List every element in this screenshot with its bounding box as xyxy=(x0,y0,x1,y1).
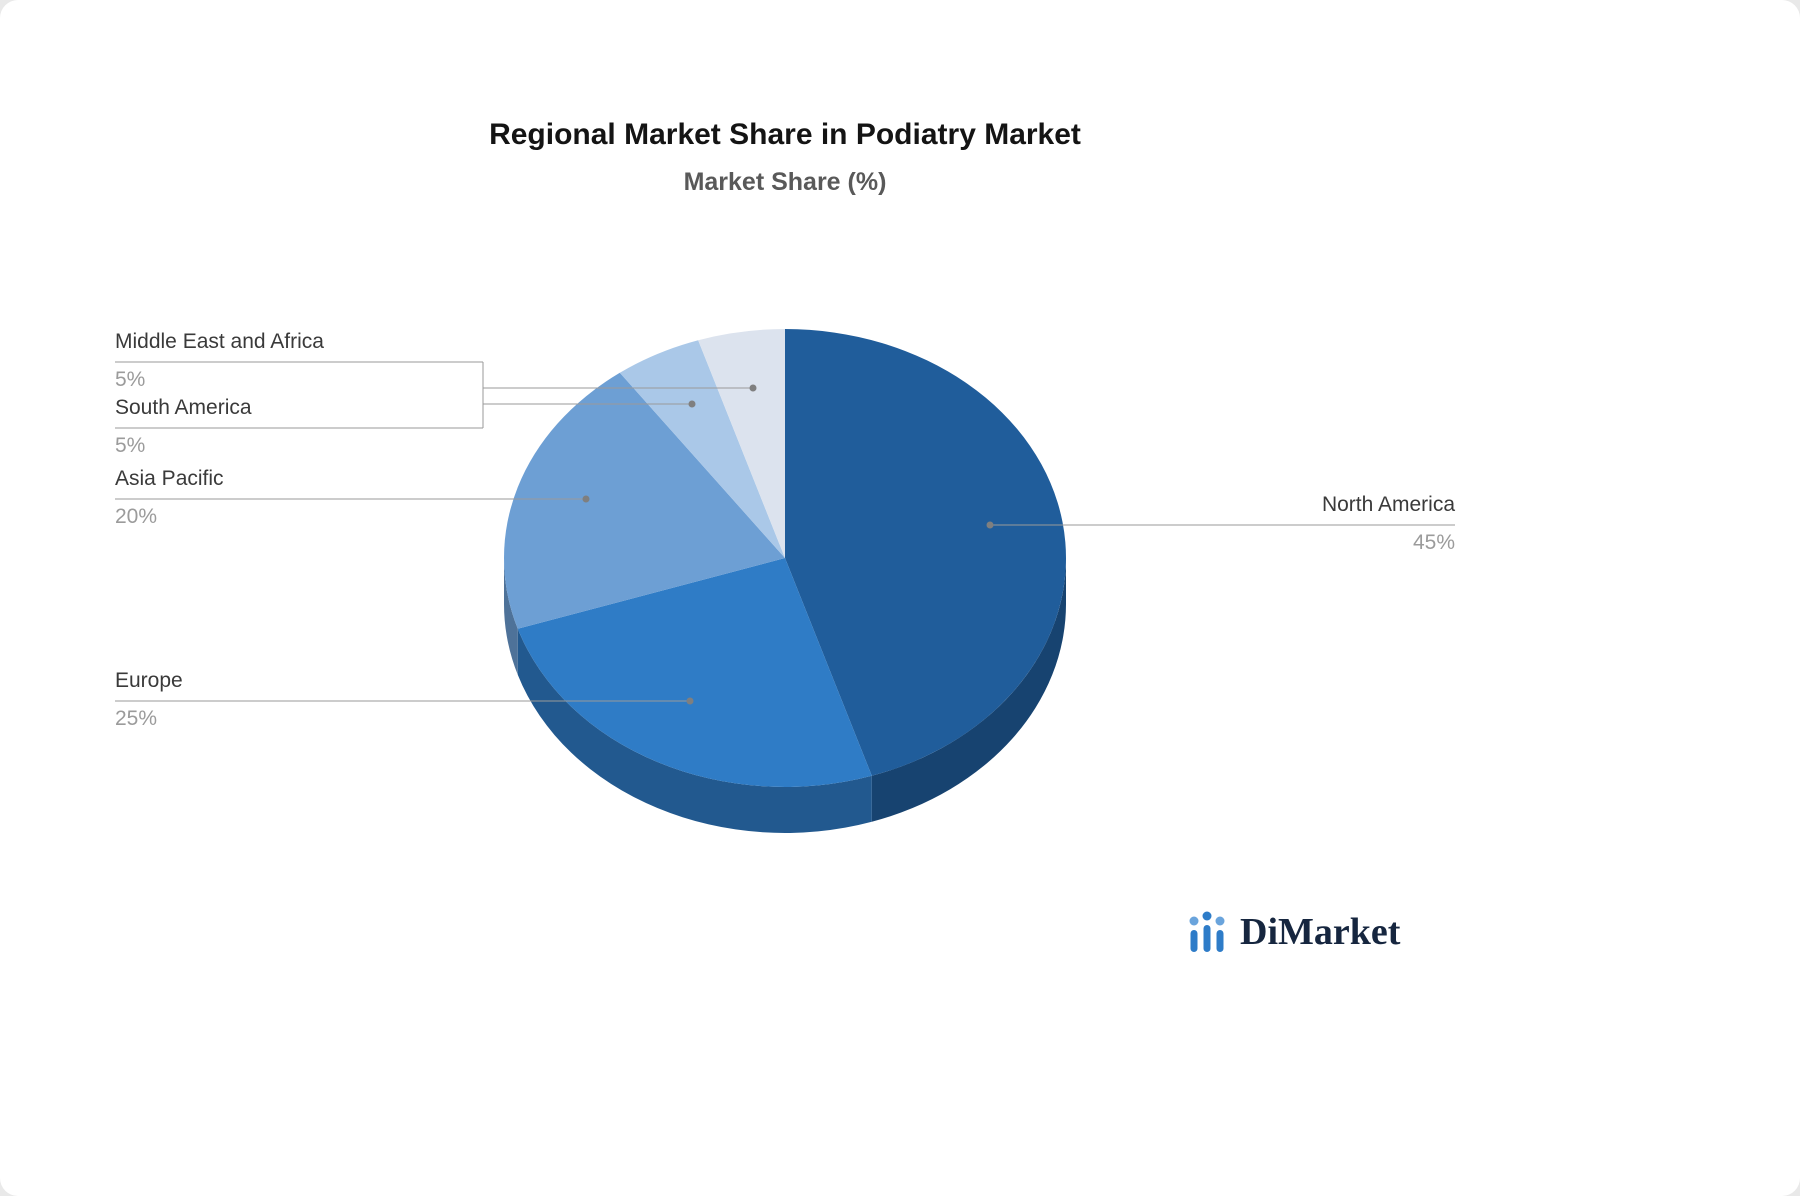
slice-rim-europe[interactable] xyxy=(517,628,872,833)
slice-south-america[interactable] xyxy=(619,340,785,558)
value-middle-east-and-africa: 5% xyxy=(115,368,146,391)
leader-dot-asia-pacific xyxy=(582,495,590,503)
label-asia-pacific: Asia Pacific xyxy=(115,467,224,490)
leader-dot-south-america xyxy=(688,400,696,408)
pie-slices[interactable] xyxy=(504,329,1066,833)
slice-rim-asia-pacific[interactable] xyxy=(504,558,518,675)
chart-title: Regional Market Share in Podiatry Market xyxy=(489,118,1081,151)
slice-north-america[interactable] xyxy=(785,329,1066,776)
bar-chart-icon xyxy=(1189,911,1225,952)
value-europe: 25% xyxy=(115,707,158,730)
value-south-america: 5% xyxy=(115,434,146,457)
leader-dot-middle-east-and-africa xyxy=(749,384,757,392)
dimarket-logo: DiMarket xyxy=(1188,908,1400,956)
leader-dot-north-america xyxy=(986,521,994,529)
leader-lines xyxy=(115,361,1455,702)
leader-dots xyxy=(582,384,994,705)
logo-text: DiMarket xyxy=(1240,911,1401,953)
slice-middle-east-and-africa[interactable] xyxy=(698,329,785,558)
value-north-america: 45% xyxy=(1412,531,1455,554)
slice-asia-pacific[interactable] xyxy=(504,372,785,629)
label-middle-east-and-africa: Middle East and Africa xyxy=(115,330,324,353)
leader-dot-europe xyxy=(686,697,694,705)
value-asia-pacific: 20% xyxy=(115,505,158,528)
slice-europe[interactable] xyxy=(517,558,872,787)
label-south-america: South America xyxy=(115,396,252,419)
label-europe: Europe xyxy=(115,669,183,692)
slice-rim-north-america[interactable] xyxy=(871,558,1066,822)
chart-subtitle: Market Share (%) xyxy=(683,168,887,196)
label-north-america: North America xyxy=(1321,493,1455,516)
